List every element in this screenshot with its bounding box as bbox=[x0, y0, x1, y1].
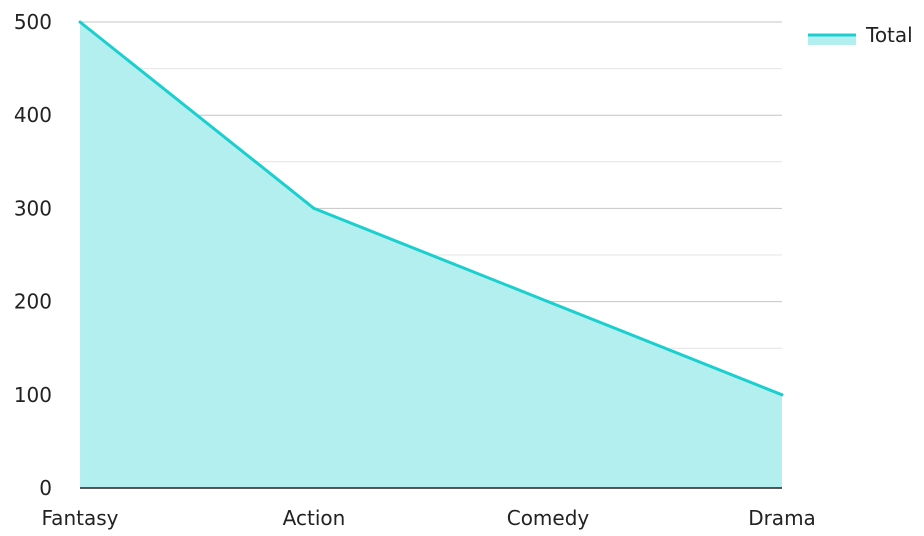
data-point bbox=[78, 20, 82, 24]
y-tick-label: 400 bbox=[14, 103, 52, 127]
data-point bbox=[312, 206, 316, 210]
series-line-0 bbox=[79, 20, 783, 397]
legend: Total bbox=[808, 23, 913, 47]
y-tick-label: 100 bbox=[14, 383, 52, 407]
y-tick-label: 200 bbox=[14, 290, 52, 314]
x-tick-label: Fantasy bbox=[42, 506, 119, 530]
x-tick-label: Drama bbox=[748, 506, 816, 530]
legend-swatch bbox=[808, 35, 856, 45]
y-tick-label: 500 bbox=[14, 10, 52, 34]
legend-label-total: Total bbox=[865, 23, 913, 47]
data-point bbox=[780, 393, 784, 397]
x-tick-label: Comedy bbox=[507, 506, 590, 530]
series-layer bbox=[78, 20, 784, 488]
y-tick-label: 300 bbox=[14, 196, 52, 220]
data-point bbox=[546, 300, 550, 304]
y-tick-label: 0 bbox=[39, 476, 52, 500]
x-tick-label: Action bbox=[283, 506, 346, 530]
axis-layer: 0 100 200 300 400 500 Fantasy Action Comedy Drama bbox=[14, 10, 816, 530]
